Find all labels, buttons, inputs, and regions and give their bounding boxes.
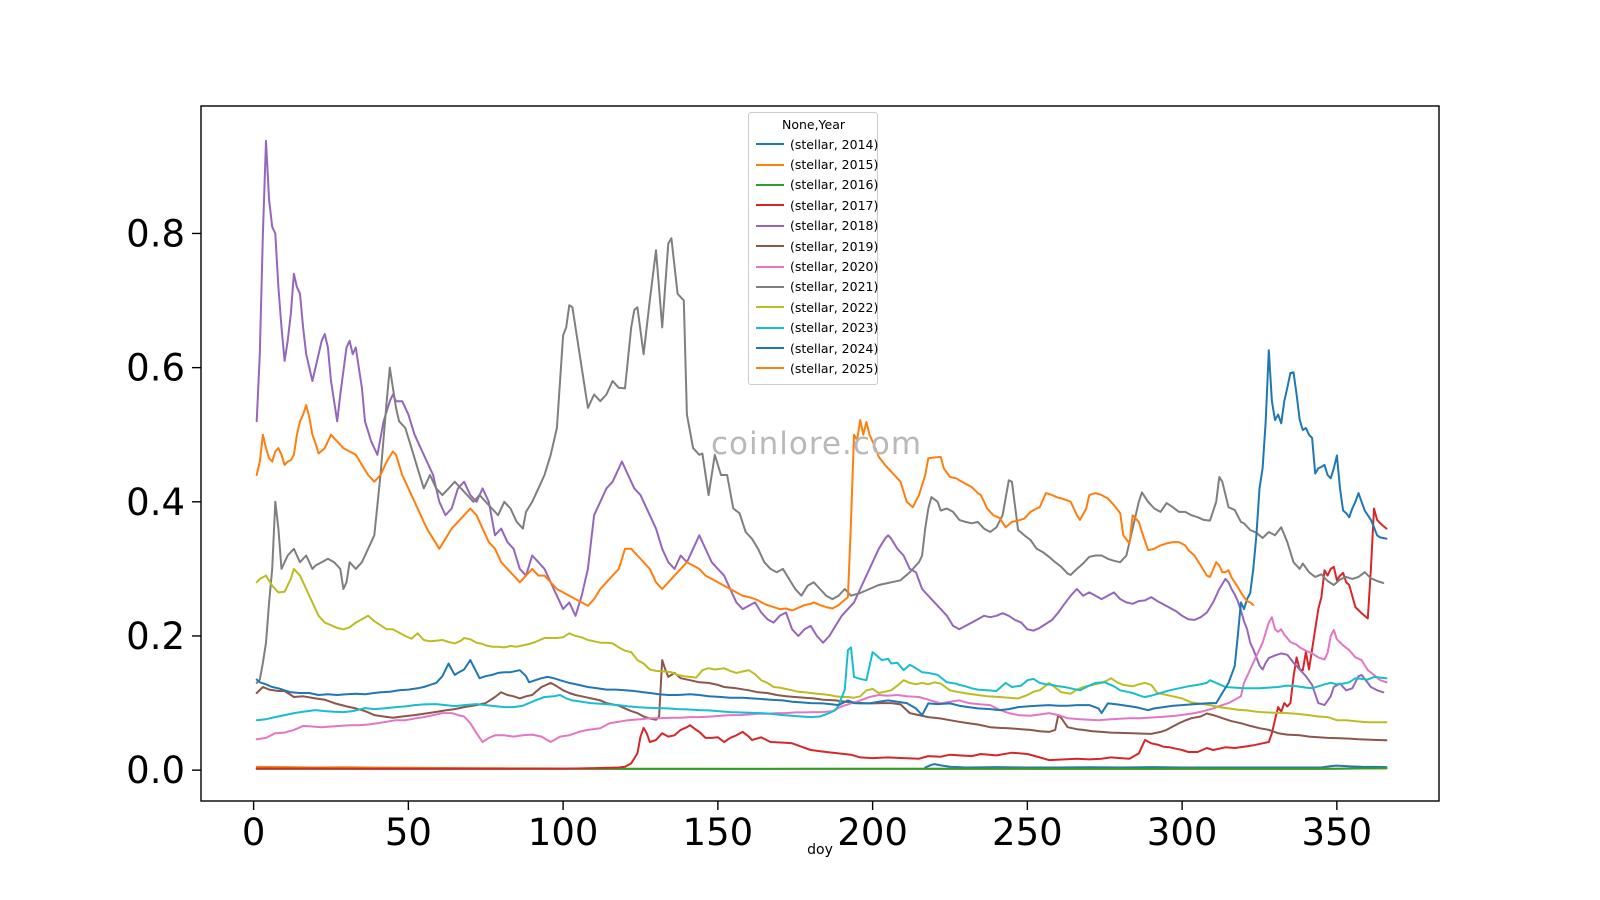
x-axis-title: doy bbox=[807, 842, 833, 858]
x-tick-label: 200 bbox=[837, 811, 908, 854]
x-tick-label: 350 bbox=[1302, 811, 1373, 854]
legend: None,Year (stellar, 2014) (stellar, 2015)… bbox=[748, 112, 878, 385]
legend-line-swatch bbox=[756, 306, 784, 309]
legend-item: (stellar, 2018) bbox=[756, 216, 878, 236]
series-line-2021 bbox=[255, 237, 1385, 684]
legend-item: (stellar, 2015) bbox=[756, 154, 878, 174]
legend-item: (stellar, 2017) bbox=[756, 195, 878, 215]
x-tick-label: 250 bbox=[992, 811, 1063, 854]
series-line-2025 bbox=[255, 404, 1255, 612]
y-tick-label: 0.6 bbox=[126, 347, 185, 390]
legend-line-swatch bbox=[756, 204, 784, 207]
series-line-2019 bbox=[255, 659, 1388, 742]
legend-line-swatch bbox=[756, 183, 784, 186]
series-line-2022 bbox=[255, 567, 1388, 724]
legend-label: (stellar, 2018) bbox=[790, 218, 879, 234]
legend-line-swatch bbox=[756, 326, 784, 329]
x-tick-label: 50 bbox=[385, 811, 432, 854]
plot-area bbox=[200, 105, 1440, 802]
legend-item: (stellar, 2022) bbox=[756, 297, 878, 317]
y-tick-label: 0.0 bbox=[126, 749, 185, 792]
y-tick-label: 0.8 bbox=[126, 212, 185, 255]
legend-label: (stellar, 2017) bbox=[790, 197, 879, 213]
series-line-2023 bbox=[255, 646, 1388, 722]
series-line-2024 bbox=[255, 349, 1388, 717]
legend-label: (stellar, 2024) bbox=[790, 340, 879, 356]
legend-line-swatch bbox=[756, 367, 784, 370]
x-tick-label: 0 bbox=[242, 811, 266, 854]
legend-item: (stellar, 2019) bbox=[756, 236, 878, 256]
legend-label: (stellar, 2016) bbox=[790, 177, 879, 193]
legend-line-swatch bbox=[756, 265, 784, 268]
x-tick-label: 300 bbox=[1147, 811, 1218, 854]
legend-item: (stellar, 2014) bbox=[756, 134, 878, 154]
legend-label: (stellar, 2019) bbox=[790, 238, 879, 254]
series-line-2020 bbox=[255, 616, 1388, 743]
x-tick-label: 150 bbox=[683, 811, 754, 854]
series-line-2017 bbox=[255, 507, 1388, 770]
y-tick-label: 0.2 bbox=[126, 615, 185, 658]
y-tick-label: 0.4 bbox=[126, 481, 185, 524]
legend-line-swatch bbox=[756, 163, 784, 166]
legend-title: None,Year bbox=[781, 117, 846, 132]
legend-item: (stellar, 2023) bbox=[756, 318, 878, 338]
legend-item: (stellar, 2020) bbox=[756, 256, 878, 276]
legend-item: (stellar, 2025) bbox=[756, 358, 878, 378]
legend-label: (stellar, 2023) bbox=[790, 320, 879, 336]
legend-label: (stellar, 2022) bbox=[790, 299, 879, 315]
legend-label: (stellar, 2020) bbox=[790, 259, 879, 275]
legend-line-swatch bbox=[756, 143, 784, 146]
series-line-2018 bbox=[255, 139, 1385, 707]
x-tick-label: 100 bbox=[528, 811, 599, 854]
legend-label: (stellar, 2025) bbox=[790, 360, 879, 376]
legend-line-swatch bbox=[756, 285, 784, 288]
legend-line-swatch bbox=[756, 224, 784, 227]
watermark: coinlore.com bbox=[711, 426, 923, 462]
legend-item: (stellar, 2021) bbox=[756, 277, 878, 297]
series-line-2014 bbox=[924, 763, 1388, 769]
legend-items: (stellar, 2014) (stellar, 2015) (stellar, … bbox=[756, 134, 878, 379]
legend-line-swatch bbox=[756, 347, 784, 350]
legend-item: (stellar, 2024) bbox=[756, 338, 878, 358]
legend-label: (stellar, 2014) bbox=[790, 136, 879, 152]
legend-item: (stellar, 2016) bbox=[756, 175, 878, 195]
legend-line-swatch bbox=[756, 245, 784, 248]
legend-label: (stellar, 2021) bbox=[790, 279, 879, 295]
legend-label: (stellar, 2015) bbox=[790, 157, 879, 173]
